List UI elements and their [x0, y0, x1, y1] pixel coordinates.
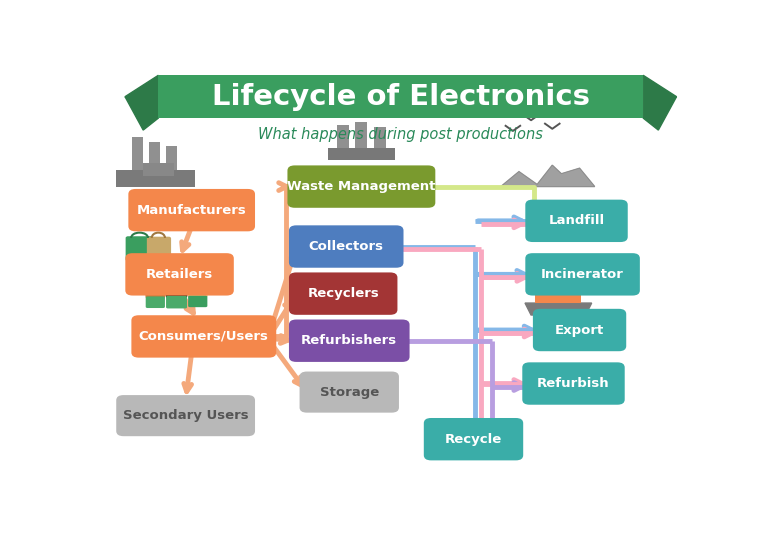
Text: Collectors: Collectors — [309, 240, 384, 253]
Polygon shape — [644, 75, 676, 118]
FancyBboxPatch shape — [145, 296, 165, 308]
Text: Incinerator: Incinerator — [541, 268, 624, 281]
Circle shape — [146, 289, 164, 302]
Text: Landfill: Landfill — [548, 215, 604, 227]
FancyBboxPatch shape — [561, 275, 569, 282]
Text: Recyclers: Recyclers — [307, 287, 379, 300]
FancyBboxPatch shape — [547, 282, 571, 295]
FancyBboxPatch shape — [117, 395, 255, 436]
FancyBboxPatch shape — [143, 163, 174, 176]
Polygon shape — [525, 303, 592, 315]
Text: Consumers/Users: Consumers/Users — [139, 330, 269, 343]
FancyBboxPatch shape — [131, 315, 276, 358]
FancyBboxPatch shape — [289, 225, 404, 268]
Text: Secondary Users: Secondary Users — [123, 409, 249, 422]
FancyBboxPatch shape — [522, 363, 625, 405]
Polygon shape — [125, 97, 159, 130]
Polygon shape — [125, 75, 159, 118]
FancyBboxPatch shape — [126, 236, 153, 261]
FancyBboxPatch shape — [328, 148, 395, 160]
FancyBboxPatch shape — [526, 253, 640, 296]
FancyBboxPatch shape — [289, 320, 410, 362]
FancyBboxPatch shape — [116, 170, 195, 187]
Text: Retailers: Retailers — [146, 268, 213, 281]
Text: Lifecycle of Electronics: Lifecycle of Electronics — [212, 83, 590, 111]
FancyBboxPatch shape — [167, 146, 178, 173]
Text: Export: Export — [555, 324, 604, 336]
Text: Recycle: Recycle — [445, 433, 502, 446]
FancyBboxPatch shape — [424, 418, 523, 460]
FancyBboxPatch shape — [159, 75, 644, 118]
FancyBboxPatch shape — [374, 127, 386, 150]
Text: What happens during post productions: What happens during post productions — [258, 127, 543, 142]
Circle shape — [188, 289, 207, 301]
FancyBboxPatch shape — [300, 371, 399, 413]
Text: Storage: Storage — [320, 386, 379, 399]
FancyBboxPatch shape — [125, 253, 234, 296]
Text: Refurbishers: Refurbishers — [301, 334, 397, 347]
FancyBboxPatch shape — [355, 122, 368, 150]
FancyBboxPatch shape — [128, 189, 255, 231]
Polygon shape — [644, 97, 676, 130]
FancyBboxPatch shape — [149, 142, 160, 173]
FancyBboxPatch shape — [533, 309, 626, 351]
Text: Refurbish: Refurbish — [537, 377, 610, 390]
Polygon shape — [500, 165, 595, 187]
FancyBboxPatch shape — [337, 125, 350, 150]
FancyBboxPatch shape — [288, 165, 436, 208]
FancyBboxPatch shape — [289, 272, 397, 315]
FancyBboxPatch shape — [147, 237, 171, 259]
FancyBboxPatch shape — [188, 296, 207, 307]
Circle shape — [167, 287, 187, 302]
FancyBboxPatch shape — [536, 295, 581, 303]
FancyBboxPatch shape — [132, 137, 143, 173]
Text: Manufacturers: Manufacturers — [137, 203, 246, 217]
FancyBboxPatch shape — [526, 200, 628, 242]
Text: Waste Management: Waste Management — [287, 180, 436, 193]
FancyBboxPatch shape — [166, 296, 187, 309]
